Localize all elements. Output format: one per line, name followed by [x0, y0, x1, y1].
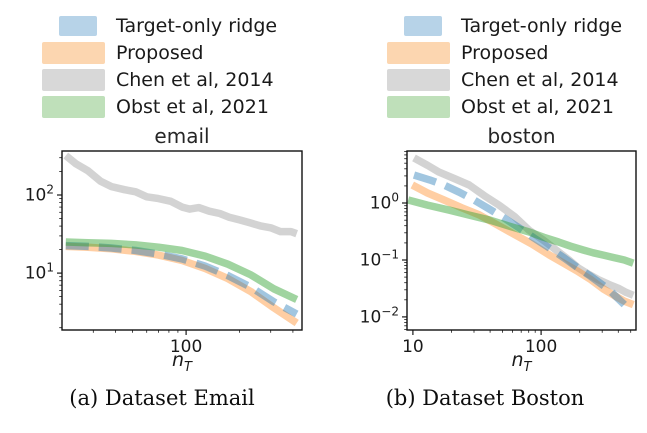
plot-email: 100 101 102 [25, 150, 303, 357]
xlabel-base: n [172, 349, 185, 371]
x-tick-label: 100 [170, 337, 202, 357]
legend-swatch-box [42, 42, 105, 64]
legend-label: Proposed [116, 42, 204, 64]
legend-swatch-box [387, 42, 450, 64]
xlabel-sub: T [523, 359, 532, 375]
plot-boston: 10 100 100 10−1 10−2 [360, 150, 637, 357]
legend-swatch-box [42, 69, 105, 91]
series-obst-et-al-2021 [65, 238, 299, 303]
legend-label: Obst et al, 2021 [461, 96, 614, 118]
legend-swatch [404, 16, 442, 36]
legend-swatch-box [387, 96, 450, 118]
legend-item: Obst et al, 2021 [387, 96, 622, 118]
legend-label: Target-only ridge [461, 15, 623, 37]
legend: Target-only ridge Proposed Chen et al, 201… [42, 15, 277, 123]
legend-swatch-box [42, 15, 105, 37]
y-tick-label: 10−2 [360, 304, 399, 327]
y-tick-label: 101 [25, 261, 54, 284]
series-chen-et-al-2014 [63, 152, 298, 238]
caption: (b) Dataset Boston [385, 386, 585, 410]
legend-swatch [42, 96, 105, 118]
legend-swatch [387, 69, 450, 91]
legend-swatch-box [387, 15, 450, 37]
chart-title: boston [487, 124, 556, 148]
series-proposed [65, 242, 299, 327]
series-group [407, 154, 635, 309]
y-tick-label: 100 [370, 191, 399, 214]
panel-email: Target-only ridge Proposed Chen et al, 201… [24, 15, 303, 410]
legend-swatch-box [42, 96, 105, 118]
legend-label: Target-only ridge [116, 15, 278, 37]
chart-title: email [154, 124, 210, 148]
legend-item: Proposed [42, 42, 277, 64]
xlabel-sub: T [184, 359, 192, 375]
series-group [63, 152, 299, 327]
legend-swatch [42, 69, 105, 91]
series-chen-et-al-2014 [412, 154, 635, 299]
y-tick-label: 10−1 [360, 248, 399, 271]
legend: Target-only ridge Proposed Chen et al, 201… [387, 15, 622, 123]
legend-swatch [387, 96, 450, 118]
legend-item: Target-only ridge [42, 15, 277, 37]
legend-item: Obst et al, 2021 [42, 96, 277, 118]
panel-boston: Target-only ridge Proposed Chen et al, 201… [323, 0, 647, 433]
plot-frame [406, 150, 637, 331]
legend-swatch-box [387, 69, 450, 91]
legend-label: Obst et al, 2021 [116, 96, 269, 118]
y-tick-label: 102 [25, 183, 54, 206]
series-proposed [410, 181, 635, 309]
legend-item: Chen et al, 2014 [42, 69, 277, 91]
legend-label: Proposed [461, 42, 549, 64]
legend-label: Chen et al, 2014 [461, 69, 619, 91]
legend-swatch [42, 42, 105, 64]
x-tick-label: 10 [402, 337, 424, 357]
xlabel-base: n [511, 349, 524, 371]
series-target-only-ridge [412, 171, 627, 308]
legend-label: Chen et al, 2014 [116, 69, 274, 91]
legend-swatch [59, 16, 97, 36]
series-target-only-ridge [65, 241, 299, 318]
legend-item: Proposed [387, 42, 622, 64]
plot-frame [61, 150, 303, 331]
legend-item: Chen et al, 2014 [387, 69, 622, 91]
x-axis-label: nT [62, 349, 302, 375]
caption: (a) Dataset Email [69, 386, 255, 410]
legend-item: Target-only ridge [387, 15, 622, 37]
legend-swatch [387, 42, 450, 64]
x-tick-label: 100 [525, 337, 557, 357]
x-axis-label: nT [407, 349, 636, 375]
series-obst-et-al-2021 [407, 196, 635, 267]
